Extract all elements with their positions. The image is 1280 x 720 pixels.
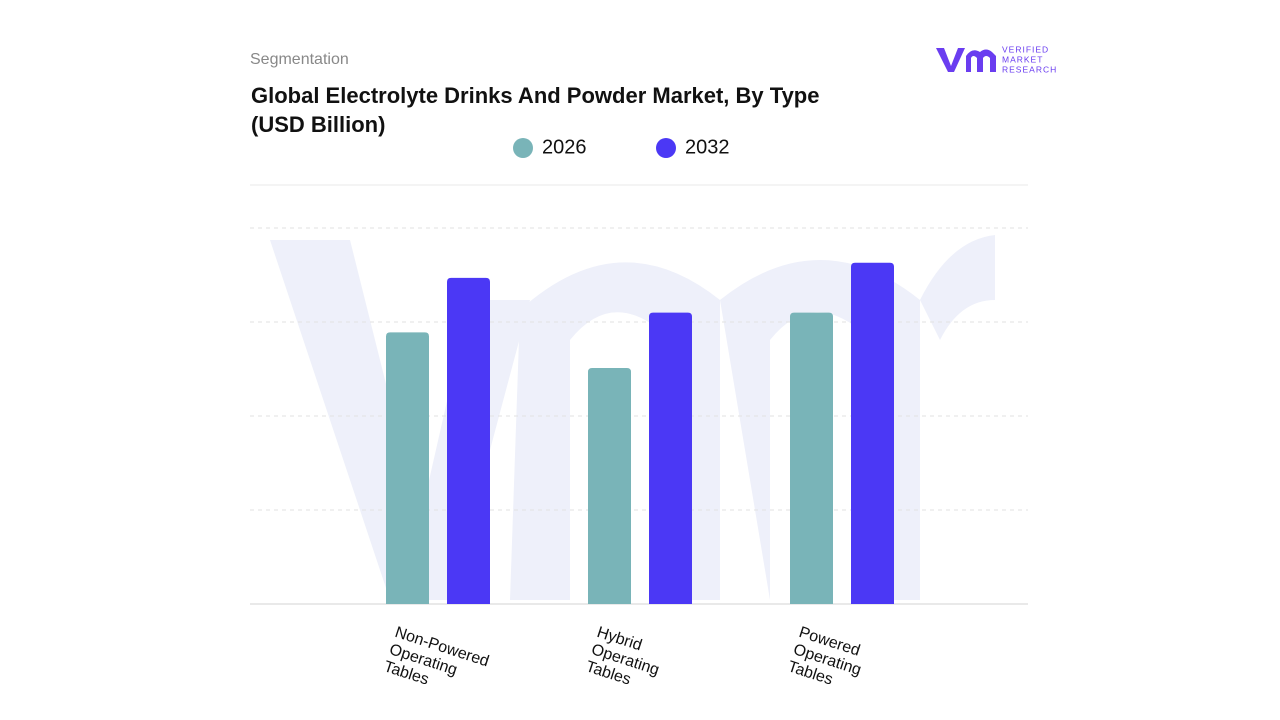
logo-text: RESEARCH <box>1002 64 1057 74</box>
section-label: Segmentation <box>250 51 349 68</box>
legend-swatch <box>656 138 676 158</box>
bar <box>649 312 692 604</box>
bar <box>447 277 490 604</box>
bar <box>851 262 894 604</box>
chart-title: Global Electrolyte Drinks And Powder Mar… <box>251 83 820 137</box>
logo: VERIFIED MARKET RESEARCH <box>936 44 1057 74</box>
bar <box>790 312 833 604</box>
logo-text: MARKET <box>1002 54 1043 64</box>
logo-text: VERIFIED <box>1002 44 1049 54</box>
legend-label: 2032 <box>685 136 730 158</box>
legend-label: 2026 <box>542 136 587 158</box>
bar <box>588 368 631 604</box>
bar <box>386 332 429 604</box>
legend-swatch <box>513 138 533 158</box>
